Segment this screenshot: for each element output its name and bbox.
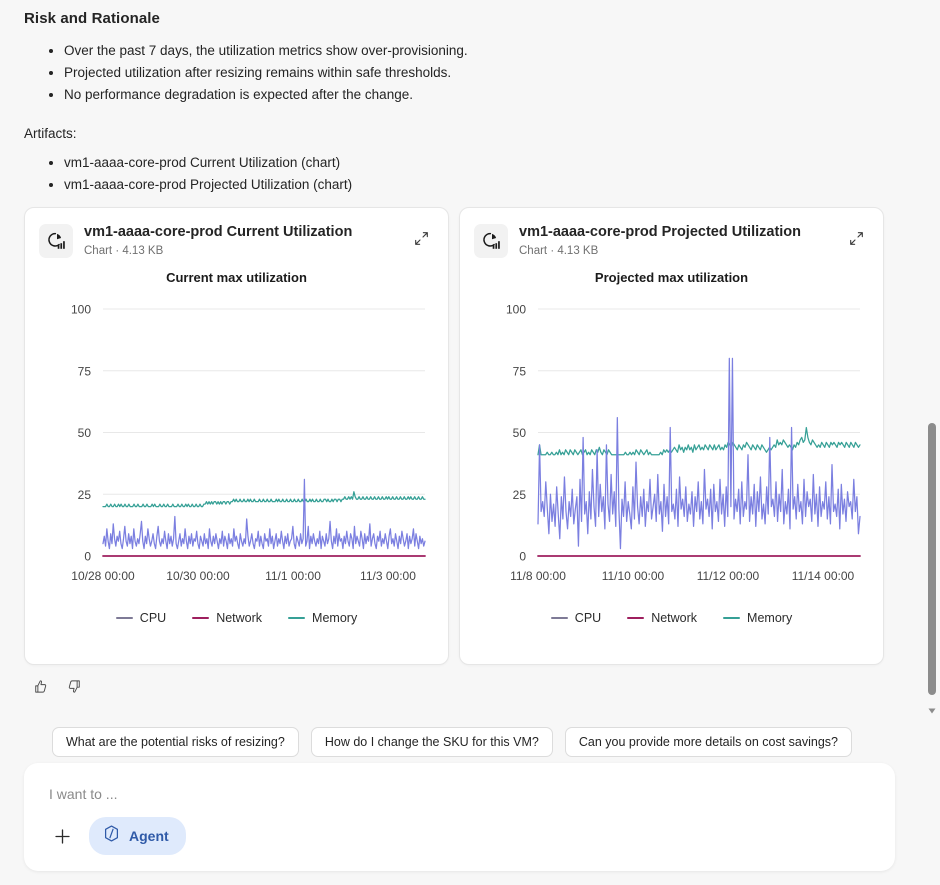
agent-chip-label: Agent [129,828,169,844]
legend-label-memory: Memory [747,611,793,625]
svg-text:25: 25 [78,488,92,502]
svg-text:100: 100 [506,303,526,317]
legend-item-memory[interactable]: Memory [288,611,357,625]
legend-swatch-cpu [115,616,133,620]
legend-label-network: Network [216,611,263,625]
list-item: No performance degradation is expected a… [64,85,871,104]
list-item: Over the past 7 days, the utilization me… [64,41,871,60]
card-title: vm1-aaaa-core-prod Current Utilization [84,224,353,240]
legend-label-cpu: CPU [574,611,602,625]
utilization-line-chart: 0 25 50 75 100 10/28 00:00 10/30 00:00 11/1 00:… [71,303,426,583]
rationale-bullet-list: Over the past 7 days, the utilization me… [24,41,871,104]
composer-input[interactable] [47,785,847,803]
list-item: Projected utilization after resizing rem… [64,63,871,82]
chart-legend: CPU Network Memory [460,611,883,625]
legend-label-network: Network [651,611,698,625]
suggestion-chip-sku[interactable]: How do I change the SKU for this VM? [310,727,553,757]
expand-diagonal-icon[interactable] [408,225,434,251]
card-header: vm1-aaaa-core-prod Projected Utilization… [460,208,883,258]
chart-plot-area: 0 25 50 75 100 10/28 00:00 10/30 00:00 11/1 00:… [25,291,448,601]
legend-swatch-network [627,616,645,620]
thumbs-up-icon[interactable] [28,674,52,698]
svg-text:50: 50 [78,426,92,440]
scroll-down-arrow-icon[interactable] [928,702,936,714]
svg-text:100: 100 [71,303,91,317]
svg-text:11/1 00:00: 11/1 00:00 [265,569,321,583]
legend-item-memory[interactable]: Memory [723,611,792,625]
scrollbar-thumb[interactable] [928,423,936,695]
svg-text:0: 0 [84,550,91,564]
artifact-cards-row: vm1-aaaa-core-prod Current Utilization C… [24,207,884,665]
chart-heading: Projected max utilization [594,270,749,285]
svg-text:50: 50 [513,426,527,440]
legend-item-cpu[interactable]: CPU [115,611,167,625]
expand-diagonal-icon[interactable] [843,225,869,251]
card-subtitle: Chart · 4.13 KB [519,245,599,257]
artifacts-list: vm1-aaaa-core-prod Current Utilization (… [24,153,871,194]
legend-label-cpu: CPU [139,611,167,625]
legend-item-network[interactable]: Network [192,611,262,625]
svg-text:0: 0 [519,550,526,564]
agent-mode-chip[interactable]: Agent [89,817,186,855]
svg-text:10/28 00:00: 10/28 00:00 [71,569,135,583]
utilization-line-chart: 0 25 50 75 100 11/8 00:00 11/10 00:00 11/12 00:… [506,303,861,583]
vertical-scrollbar[interactable] [924,0,940,885]
chart-artifact-icon [39,224,73,258]
page-title: Risk and Rationale [24,10,161,27]
composer-toolbar: Agent [47,817,186,855]
legend-item-cpu[interactable]: CPU [550,611,602,625]
legend-swatch-network [192,616,210,620]
list-item: vm1-aaaa-core-prod Projected Utilization… [64,175,871,194]
legend-swatch-memory [723,616,741,620]
svg-text:11/3 00:00: 11/3 00:00 [360,569,416,583]
suggestion-chip-cost-savings[interactable]: Can you provide more details on cost sav… [564,727,853,757]
card-title: vm1-aaaa-core-prod Projected Utilization [519,224,802,240]
list-item: vm1-aaaa-core-prod Current Utilization (… [64,153,871,172]
artifact-card-current-utilization[interactable]: vm1-aaaa-core-prod Current Utilization C… [24,207,449,665]
svg-text:11/10 00:00: 11/10 00:00 [602,569,665,583]
card-header: vm1-aaaa-core-prod Current Utilization C… [25,208,448,258]
code-hexagon-icon [102,824,121,848]
artifact-card-projected-utilization[interactable]: vm1-aaaa-core-prod Projected Utilization… [459,207,884,665]
suggestion-chip-risks[interactable]: What are the potential risks of resizing… [51,727,299,757]
svg-text:75: 75 [513,364,527,378]
svg-text:11/12 00:00: 11/12 00:00 [697,569,760,583]
legend-swatch-memory [288,616,306,620]
svg-text:75: 75 [78,364,92,378]
card-header-text: vm1-aaaa-core-prod Projected Utilization… [519,223,843,258]
artifacts-label: Artifacts: [24,126,77,141]
legend-item-network[interactable]: Network [627,611,697,625]
chart-artifact-icon [474,224,508,258]
chart-plot-area: 0 25 50 75 100 11/8 00:00 11/10 00:00 11/12 00:… [460,291,883,601]
message-composer: Agent [24,763,895,871]
svg-text:10/30 00:00: 10/30 00:00 [166,569,230,583]
svg-text:11/8 00:00: 11/8 00:00 [510,569,566,583]
svg-text:11/14 00:00: 11/14 00:00 [792,569,855,583]
assistant-message: Risk and Rationale Over the past 7 days,… [0,0,895,197]
feedback-controls [28,674,86,698]
legend-label-memory: Memory [312,611,358,625]
chart-heading: Current max utilization [166,270,307,285]
suggestion-chips: What are the potential risks of resizing… [0,727,940,757]
legend-swatch-cpu [550,616,568,620]
plus-icon[interactable] [47,821,77,851]
thumbs-down-icon[interactable] [62,674,86,698]
svg-text:25: 25 [513,488,527,502]
card-subtitle: Chart · 4.13 KB [84,245,164,257]
chart-legend: CPU Network Memory [25,611,448,625]
card-header-text: vm1-aaaa-core-prod Current Utilization C… [84,223,408,258]
